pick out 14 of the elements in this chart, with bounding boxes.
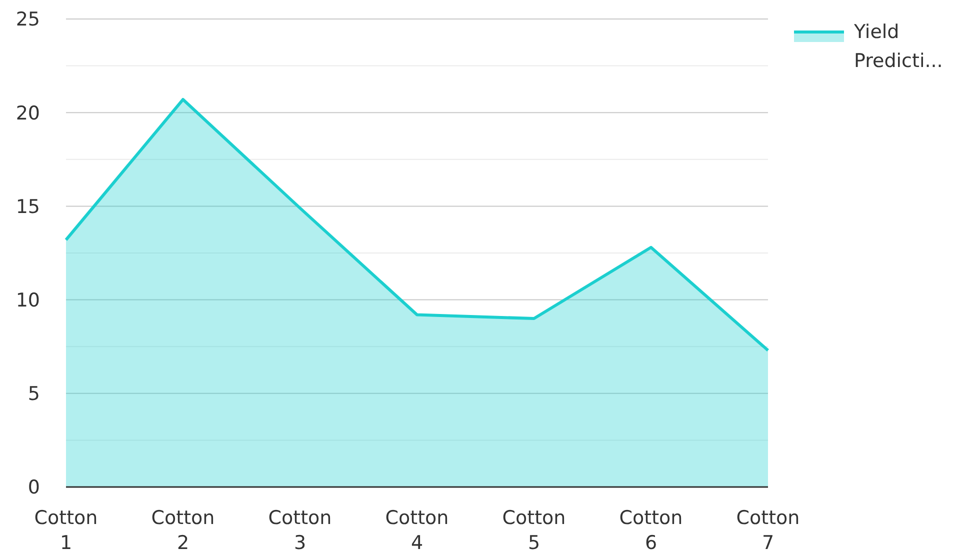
y-tick-label: 5 xyxy=(28,383,40,406)
y-tick-label: 20 xyxy=(16,102,40,124)
x-tick-label: Cotton 5 xyxy=(502,507,566,554)
x-tick-label: Cotton 7 xyxy=(736,507,800,554)
y-tick-label: 0 xyxy=(28,476,40,499)
x-tick-label: Cotton 6 xyxy=(619,507,683,554)
legend-label: Yield Predicti... xyxy=(853,21,943,72)
y-tick-label: 10 xyxy=(16,289,40,312)
x-tick-label: Cotton 4 xyxy=(385,507,449,554)
y-tick-label: 25 xyxy=(16,8,40,31)
x-tick-label: Cotton 1 xyxy=(34,507,98,554)
x-tick-label: Cotton 2 xyxy=(151,507,215,554)
x-tick-label: Cotton 3 xyxy=(268,507,332,554)
y-tick-label: 15 xyxy=(16,196,40,218)
